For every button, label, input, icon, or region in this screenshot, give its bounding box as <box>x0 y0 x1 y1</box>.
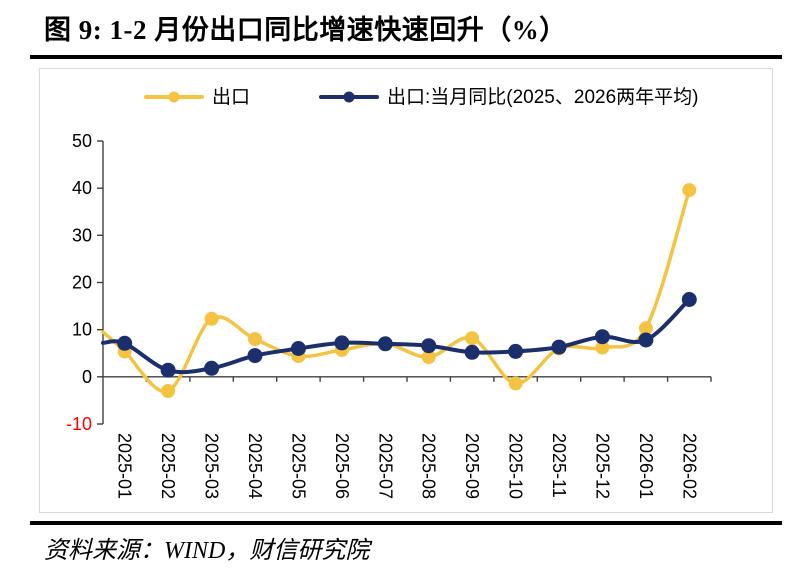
legend-item-export-two-year-avg: 出口:当月同比(2025、2026两年平均) <box>319 86 699 108</box>
x-tick-label: 2025-01 <box>115 433 135 499</box>
export-avg-series-swatch <box>319 91 379 103</box>
series-marker-1 <box>421 338 437 354</box>
x-tick-label: 2026-02 <box>679 433 699 499</box>
x-tick-label: 2025-08 <box>419 433 439 499</box>
export-series-swatch <box>144 91 204 103</box>
footer-divider <box>30 521 782 525</box>
series-marker-1 <box>160 362 176 378</box>
figure-title: 图 9: 1-2 月份出口同比增速快速回升（%） <box>44 15 567 45</box>
y-tick-label: -10 <box>66 414 92 434</box>
x-tick-label: 2025-07 <box>375 433 395 499</box>
y-tick-label: 30 <box>72 225 92 245</box>
series-marker-1 <box>508 343 524 359</box>
line-chart: 50 40 30 20 10 0 -10 2025-01 2025-02 2025-03 2025-… <box>66 131 712 499</box>
y-tick-label: 20 <box>72 273 92 293</box>
export-series-marker-icon <box>168 91 180 103</box>
series-marker-1 <box>594 329 610 345</box>
y-tick-label: 0 <box>82 367 92 387</box>
series-marker-1 <box>377 336 393 352</box>
legend-item-export: 出口 <box>144 86 251 108</box>
x-tick-label: 2026-01 <box>636 433 656 499</box>
x-tick-label: 2025-10 <box>506 433 526 499</box>
y-tick-label: 10 <box>72 320 92 340</box>
series-marker-1 <box>290 341 306 356</box>
export-avg-series-marker-icon <box>343 91 355 103</box>
x-tick-label: 2025-04 <box>245 433 265 499</box>
series-marker-1 <box>247 348 263 364</box>
series-marker-0 <box>638 321 653 336</box>
series-marker-0 <box>161 384 176 398</box>
series-marker-0 <box>421 350 436 364</box>
legend-label-export-two-year-avg: 出口:当月同比(2025、2026两年平均) <box>387 86 699 108</box>
series-marker-1 <box>681 292 697 307</box>
x-tick-label: 2025-12 <box>592 433 612 499</box>
chart-container: 50 40 30 20 10 0 -10 2025-01 2025-02 2025-03 2025-… <box>39 68 773 513</box>
series-marker-1 <box>204 360 220 376</box>
x-tick-label: 2025-05 <box>288 433 308 499</box>
series-marker-0 <box>204 311 219 326</box>
series-marker-0 <box>248 332 262 347</box>
series-marker-1 <box>638 332 654 348</box>
series-marker-1 <box>117 335 133 351</box>
y-tick-label: 40 <box>72 178 92 198</box>
x-tick-label: 2025-02 <box>158 433 178 499</box>
y-tick-label: 50 <box>72 131 92 151</box>
source-note: 资料来源：WIND，财信研究院 <box>44 538 370 564</box>
x-tick-label: 2025-03 <box>202 433 222 499</box>
legend-label-export: 出口 <box>212 86 251 108</box>
series-marker-0 <box>595 340 610 355</box>
title-divider <box>30 55 782 59</box>
series-marker-0 <box>682 183 697 198</box>
series-marker-1 <box>551 339 567 355</box>
series-marker-1 <box>464 344 480 360</box>
series-marker-1 <box>334 335 350 351</box>
series-marker-0 <box>508 376 523 391</box>
series-marker-0 <box>465 331 480 346</box>
x-tick-label: 2025-11 <box>549 433 569 498</box>
x-tick-label: 2025-09 <box>462 433 482 499</box>
x-tick-label: 2025-06 <box>332 433 352 499</box>
series-line-0 <box>101 188 692 394</box>
